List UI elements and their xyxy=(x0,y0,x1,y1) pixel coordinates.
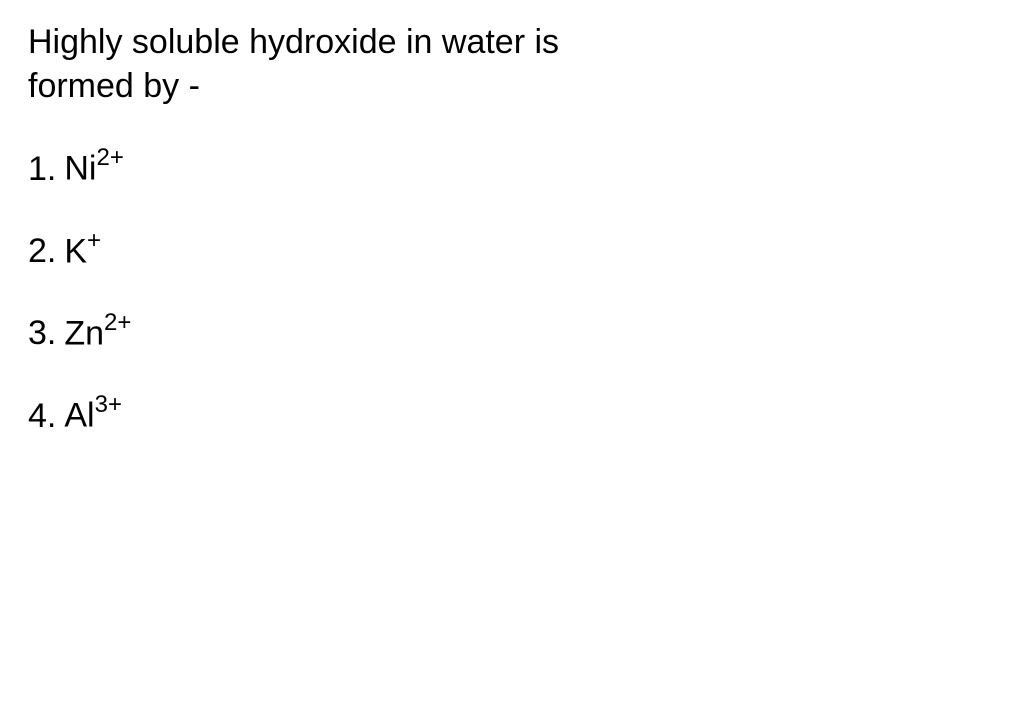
element-charge-4: 3+ xyxy=(95,391,122,418)
option-number-1: 1. xyxy=(28,150,56,189)
option-number-4: 4. xyxy=(28,397,56,436)
option-1: 1. Ni2+ xyxy=(28,146,996,188)
option-4: 4. Al3+ xyxy=(28,393,996,435)
option-chemical-3: Zn2+ xyxy=(64,311,131,353)
element-symbol-2: K xyxy=(64,232,87,270)
element-symbol-3: Zn xyxy=(64,314,104,352)
question-line-1: Highly soluble hydroxide in water is xyxy=(28,23,559,61)
element-charge-1: 2+ xyxy=(96,144,123,171)
question-container: Highly soluble hydroxide in water is for… xyxy=(28,20,996,436)
option-2: 2. K+ xyxy=(28,229,996,271)
options-list: 1. Ni2+ 2. K+ 3. Zn2+ 4. Al3+ xyxy=(28,146,996,435)
option-chemical-2: K+ xyxy=(64,229,101,271)
option-chemical-1: Ni2+ xyxy=(64,146,123,188)
question-text: Highly soluble hydroxide in water is for… xyxy=(28,20,996,108)
option-chemical-4: Al3+ xyxy=(64,393,122,435)
question-line-2: formed by - xyxy=(28,67,200,105)
element-charge-3: 2+ xyxy=(104,309,131,336)
option-number-2: 2. xyxy=(28,232,56,271)
element-symbol-1: Ni xyxy=(64,150,96,188)
element-charge-2: + xyxy=(87,227,101,254)
option-3: 3. Zn2+ xyxy=(28,311,996,353)
option-number-3: 3. xyxy=(28,314,56,353)
element-symbol-4: Al xyxy=(64,397,94,435)
